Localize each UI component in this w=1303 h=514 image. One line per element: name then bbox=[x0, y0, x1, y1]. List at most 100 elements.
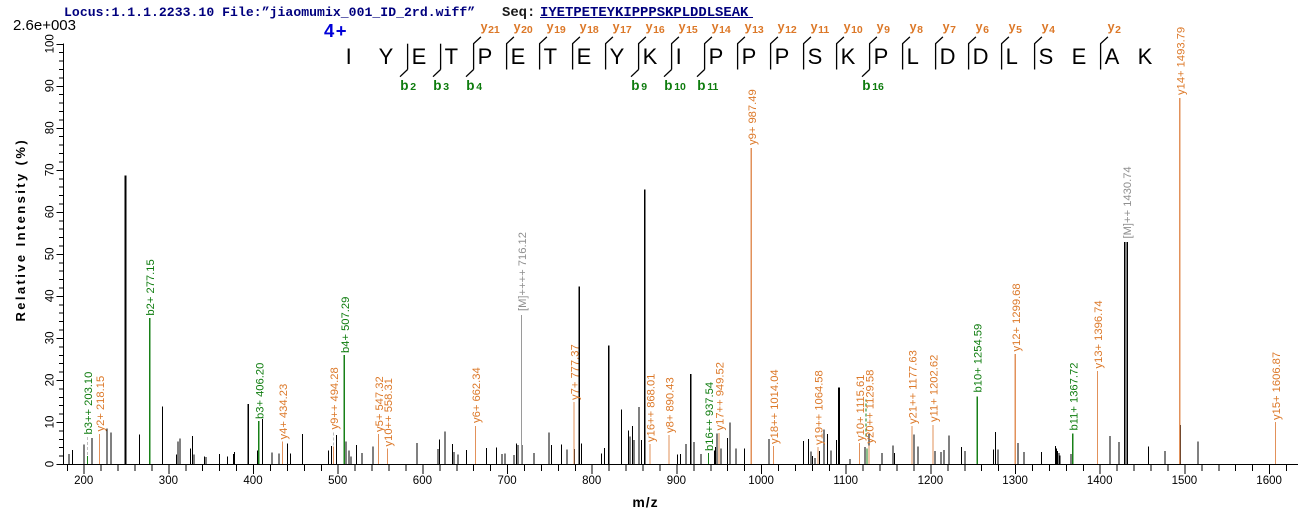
svg-text:70: 70 bbox=[45, 164, 57, 177]
svg-text:20: 20 bbox=[521, 24, 533, 36]
svg-text:11: 11 bbox=[818, 24, 829, 36]
svg-text:y: y bbox=[712, 20, 719, 34]
svg-text:y: y bbox=[811, 20, 818, 34]
svg-text:1500: 1500 bbox=[1172, 475, 1198, 487]
svg-text:b3+ 406.20: b3+ 406.20 bbox=[254, 363, 266, 419]
svg-text:y2+ 218.15: y2+ 218.15 bbox=[95, 376, 107, 432]
svg-text:1000: 1000 bbox=[748, 475, 774, 487]
svg-text:14: 14 bbox=[719, 24, 731, 36]
svg-text:5: 5 bbox=[1016, 24, 1022, 36]
svg-text:b10+ 1254.59: b10+ 1254.59 bbox=[973, 324, 985, 393]
svg-text:b: b bbox=[433, 78, 441, 93]
svg-text:300: 300 bbox=[159, 475, 178, 487]
svg-text:y18++ 1014.04: y18++ 1014.04 bbox=[769, 369, 781, 444]
svg-text:E: E bbox=[577, 44, 592, 69]
svg-text:b: b bbox=[400, 78, 408, 93]
svg-text:y14+ 1493.79: y14+ 1493.79 bbox=[1175, 27, 1187, 95]
svg-text:K: K bbox=[643, 44, 658, 69]
svg-text:b16++ 937.54: b16++ 937.54 bbox=[704, 382, 716, 451]
svg-text:y19++ 1064.58: y19++ 1064.58 bbox=[813, 370, 825, 445]
svg-text:y: y bbox=[481, 20, 488, 34]
svg-text:9: 9 bbox=[641, 81, 647, 93]
svg-text:1100: 1100 bbox=[833, 475, 858, 487]
svg-text:3: 3 bbox=[443, 81, 449, 93]
svg-text:b3++ 203.10: b3++ 203.10 bbox=[83, 372, 95, 435]
svg-text:y7+ 777.37: y7+ 777.37 bbox=[569, 344, 581, 400]
svg-text:b11+ 1367.72: b11+ 1367.72 bbox=[1068, 363, 1080, 431]
svg-text:800: 800 bbox=[582, 475, 601, 487]
svg-text:E: E bbox=[412, 44, 427, 69]
svg-text:2.6e+003: 2.6e+003 bbox=[13, 17, 76, 34]
svg-text:16: 16 bbox=[653, 24, 665, 36]
svg-text:P: P bbox=[874, 44, 889, 69]
svg-text:y6+ 662.34: y6+ 662.34 bbox=[471, 367, 483, 423]
svg-text:4: 4 bbox=[1049, 24, 1055, 36]
svg-text:D: D bbox=[973, 44, 989, 69]
svg-text:6: 6 bbox=[983, 24, 989, 36]
svg-text:1600: 1600 bbox=[1256, 475, 1282, 487]
svg-text:2: 2 bbox=[410, 81, 416, 93]
svg-text:P: P bbox=[709, 44, 724, 69]
svg-text:K: K bbox=[841, 44, 856, 69]
svg-text:[M]++++ 716.12: [M]++++ 716.12 bbox=[517, 232, 529, 311]
svg-text:y11+ 1202.62: y11+ 1202.62 bbox=[929, 355, 941, 422]
svg-text:K: K bbox=[1138, 44, 1153, 69]
svg-text:30: 30 bbox=[45, 332, 57, 345]
svg-text:15: 15 bbox=[686, 24, 698, 36]
svg-text:y: y bbox=[976, 20, 983, 34]
svg-text:y10+ 1115.61: y10+ 1115.61 bbox=[855, 375, 867, 441]
svg-text:y4+ 434.23: y4+ 434.23 bbox=[278, 384, 290, 440]
svg-text:E: E bbox=[1072, 44, 1087, 69]
svg-text:P: P bbox=[775, 44, 790, 69]
svg-text:A: A bbox=[1105, 44, 1120, 69]
svg-text:0: 0 bbox=[45, 461, 57, 467]
svg-text:1400: 1400 bbox=[1087, 475, 1113, 487]
svg-text:y8+ 890.43: y8+ 890.43 bbox=[664, 377, 676, 433]
svg-text:I: I bbox=[676, 44, 682, 69]
svg-text:y: y bbox=[646, 20, 653, 34]
svg-text:y: y bbox=[547, 20, 554, 34]
svg-text:18: 18 bbox=[587, 24, 599, 36]
svg-text:2: 2 bbox=[1115, 24, 1121, 36]
svg-text:y: y bbox=[514, 20, 521, 34]
svg-text:12: 12 bbox=[785, 24, 797, 36]
svg-text:40: 40 bbox=[45, 290, 57, 303]
svg-text:90: 90 bbox=[45, 79, 57, 92]
svg-text:500: 500 bbox=[328, 475, 347, 487]
svg-text:y12+ 1299.68: y12+ 1299.68 bbox=[1011, 283, 1023, 351]
svg-text:y21++ 1177.63: y21++ 1177.63 bbox=[908, 350, 920, 424]
svg-text:T: T bbox=[445, 44, 458, 69]
svg-text:20: 20 bbox=[45, 374, 57, 387]
svg-text:4+: 4+ bbox=[324, 20, 348, 41]
svg-text:600: 600 bbox=[413, 475, 432, 487]
svg-text:L: L bbox=[1006, 44, 1018, 69]
svg-text:4: 4 bbox=[476, 81, 482, 93]
svg-text:10: 10 bbox=[851, 24, 863, 36]
svg-text:b2+ 277.15: b2+ 277.15 bbox=[145, 259, 157, 315]
svg-text:60: 60 bbox=[45, 206, 57, 219]
svg-text:y: y bbox=[1042, 20, 1049, 34]
svg-text:b: b bbox=[466, 78, 474, 93]
svg-text:50: 50 bbox=[45, 248, 57, 261]
svg-text:900: 900 bbox=[667, 475, 686, 487]
svg-text:10: 10 bbox=[45, 416, 57, 429]
svg-text:8: 8 bbox=[917, 24, 923, 36]
svg-text:y9++ 494.28: y9++ 494.28 bbox=[329, 367, 341, 429]
svg-text:y: y bbox=[778, 20, 785, 34]
svg-text:y: y bbox=[943, 20, 950, 34]
svg-text:y: y bbox=[745, 20, 752, 34]
svg-text:L: L bbox=[907, 44, 919, 69]
svg-text:y: y bbox=[679, 20, 686, 34]
svg-text:I: I bbox=[346, 44, 352, 69]
svg-text:y9+ 987.49: y9+ 987.49 bbox=[747, 89, 759, 145]
svg-text:b4+ 507.29: b4+ 507.29 bbox=[340, 297, 352, 353]
svg-text:y: y bbox=[580, 20, 587, 34]
svg-text:21: 21 bbox=[488, 24, 500, 36]
svg-text:y: y bbox=[1009, 20, 1016, 34]
svg-text:400: 400 bbox=[243, 475, 262, 487]
svg-text:9: 9 bbox=[884, 24, 890, 36]
svg-text:Y: Y bbox=[610, 44, 625, 69]
svg-text:m/z: m/z bbox=[632, 494, 658, 510]
svg-text:19: 19 bbox=[554, 24, 566, 36]
svg-text:y17++ 949.52: y17++ 949.52 bbox=[714, 362, 726, 430]
